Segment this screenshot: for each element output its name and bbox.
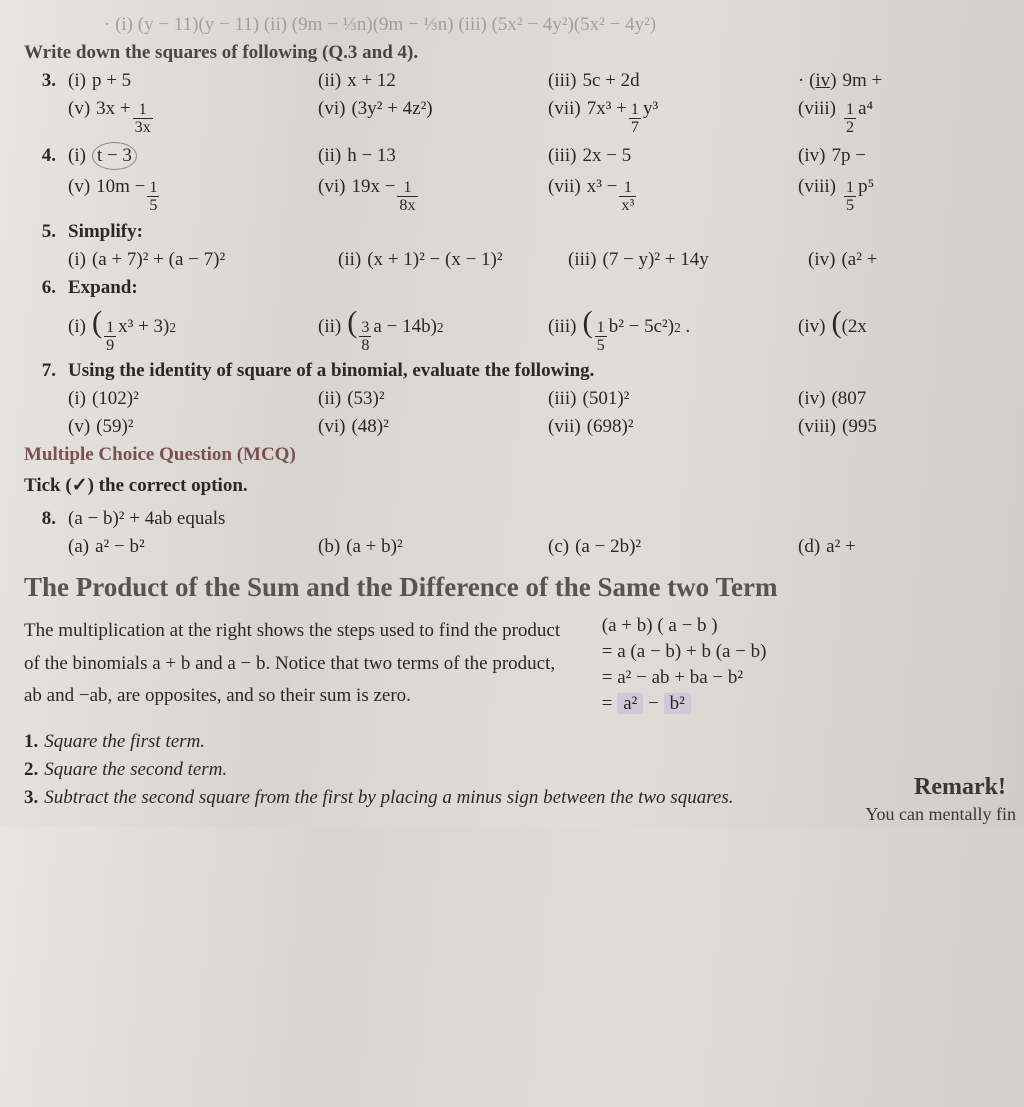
q7-title: Using the identity of square of a binomi… [68, 360, 594, 382]
q3-iv: · (iv)9m + [798, 70, 998, 92]
q3-v: (v) 3x + 13x [68, 98, 318, 136]
q7-row1: (i)(102)² (ii)(53)² (iii)(501)² (iv)(807 [24, 388, 1012, 410]
work-line-4: = a² − b² [602, 693, 1012, 715]
step-3: 3.Subtract the second square from the fi… [24, 787, 1012, 809]
remark-heading: Remark! [914, 774, 1006, 801]
q4-iv: (iv)7p − [798, 145, 998, 167]
q3-ii: (ii)x + 12 [318, 70, 548, 92]
q8-stem: 8. (a − b)² + 4ab equals [24, 508, 1012, 530]
q7-head: 7. Using the identity of square of a bin… [24, 360, 1012, 382]
q6-number: 6. [24, 277, 56, 299]
explanation-text: The multiplication at the right shows th… [24, 615, 578, 715]
step-1: 1.Square the first term. [24, 731, 1012, 753]
q3-row2: (v) 3x + 13x (vi)(3y² + 4z²) (vii) 7x³ +… [24, 98, 1012, 136]
step-2: 2.Square the second term. [24, 759, 1012, 781]
q4-i: (i)t − 3 [68, 142, 318, 170]
q4-row1: 4. (i)t − 3 (ii)h − 13 (iii)2x − 5 (iv)7… [24, 142, 1012, 170]
work-line-1: (a + b) ( a − b ) [602, 615, 1012, 637]
q3-vi: (vi)(3y² + 4z²) [318, 98, 548, 120]
q3-row1: 3. (i)p + 5 (ii)x + 12 (iii)5c + 2d · (i… [24, 70, 1012, 92]
q7-v: (v)(59)² [68, 416, 318, 438]
faded-text: · (i) (y − 11)(y − 11) (ii) (9m − ⅓n)(9m… [104, 14, 656, 36]
q4-vi: (vi) 19x − 18x [318, 176, 548, 214]
remark-text: You can mentally fin [865, 804, 1016, 825]
topic-heading: The Product of the Sum and the Differenc… [24, 572, 1012, 603]
q4-v: (v) 10m − 15 [68, 176, 318, 214]
q4-viii: (viii) 15p⁵ [798, 176, 998, 214]
q3-i: (i)p + 5 [68, 70, 318, 92]
q7-number: 7. [24, 360, 56, 382]
q4-row2: (v) 10m − 15 (vi) 19x − 18x (vii) x³ − 1… [24, 176, 1012, 214]
q4-ii: (ii)h − 13 [318, 145, 548, 167]
q8-number: 8. [24, 508, 56, 530]
q5-iv: (iv)(a² + [808, 249, 877, 271]
q6-items: (i) (19x³ + 3)2 (ii) (38a − 14b)2 (iii) … [24, 305, 1012, 354]
q5-number: 5. [24, 221, 56, 243]
q8-options: (a)a² − b² (b)(a + b)² (c)(a − 2b)² (d)a… [24, 536, 1012, 558]
q6-head: 6. Expand: [24, 277, 1012, 299]
q7-iii: (iii)(501)² [548, 388, 798, 410]
q6-ii: (ii) (38a − 14b)2 [318, 305, 548, 354]
q4-number: 4. [24, 145, 56, 167]
q8-c[interactable]: (c)(a − 2b)² [548, 536, 798, 558]
q8-text: (a − b)² + 4ab equals [68, 508, 225, 530]
q5-items: (i)(a + 7)² + (a − 7)² (ii)(x + 1)² − (x… [24, 249, 1012, 271]
q8-b[interactable]: (b)(a + b)² [318, 536, 548, 558]
mcq-heading: Multiple Choice Question (MCQ) [24, 444, 1012, 466]
q7-vii: (vii)(698)² [548, 416, 798, 438]
q3-viii: (viii) 12a⁴ [798, 98, 998, 136]
q6-title: Expand: [68, 277, 138, 299]
q7-vi: (vi)(48)² [318, 416, 548, 438]
q4-vii: (vii) x³ − 1x³ [548, 176, 798, 214]
explanation-block: The multiplication at the right shows th… [24, 611, 1012, 719]
work-line-3: = a² − ab + ba − b² [602, 667, 1012, 689]
q8-a[interactable]: (a)a² − b² [68, 536, 318, 558]
q5-iii: (iii)(7 − y)² + 14y [568, 249, 808, 271]
work-line-2: = a (a − b) + b (a − b) [602, 641, 1012, 663]
q5-ii: (ii)(x + 1)² − (x − 1)² [338, 249, 568, 271]
q8-d[interactable]: (d)a² + [798, 536, 998, 558]
q4-iii: (iii)2x − 5 [548, 145, 798, 167]
q6-iv: (iv) ((2x [798, 305, 998, 340]
q5-i: (i)(a + 7)² + (a − 7)² [68, 249, 338, 271]
tick-instruction: Tick (✓) the correct option. [24, 470, 1012, 502]
prev-question-faded: · (i) (y − 11)(y − 11) (ii) (9m − ⅓n)(9m… [104, 14, 1012, 36]
q6-iii: (iii) (15b² − 5c²)2 . [548, 305, 798, 354]
instruction-q3-q4: Write down the squares of following (Q.3… [24, 42, 1012, 64]
q7-iv: (iv)(807 [798, 388, 998, 410]
q7-i: (i)(102)² [68, 388, 318, 410]
q7-viii: (viii)(995 [798, 416, 998, 438]
q6-i: (i) (19x³ + 3)2 [68, 305, 318, 354]
q7-row2: (v)(59)² (vi)(48)² (vii)(698)² (viii)(99… [24, 416, 1012, 438]
q5-title: Simplify: [68, 221, 143, 243]
steps-list: 1.Square the first term. 2.Square the se… [24, 731, 1012, 809]
q3-number: 3. [24, 70, 56, 92]
worked-example: (a + b) ( a − b ) = a (a − b) + b (a − b… [602, 611, 1012, 719]
q3-iii: (iii)5c + 2d [548, 70, 798, 92]
q7-ii: (ii)(53)² [318, 388, 548, 410]
q3-vii: (vii) 7x³ + 17y³ [548, 98, 798, 136]
q5-head: 5. Simplify: [24, 221, 1012, 243]
